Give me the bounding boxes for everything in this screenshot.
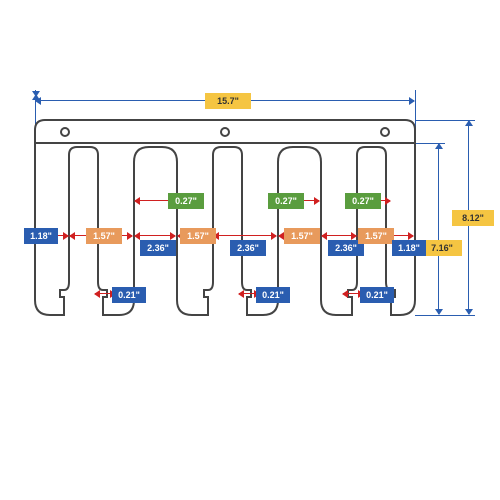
dim-sb-1: 0.21": [256, 287, 290, 303]
dim-st-1: 0.27": [268, 193, 304, 209]
arr-h-5: [214, 235, 276, 236]
dim-sn-2: 1.57": [284, 228, 320, 244]
arr-h-7: [322, 235, 356, 236]
dim-sn-1: 1.57": [180, 228, 216, 244]
dim-st-0: 0.27": [168, 193, 204, 209]
dim-left-edge: 1.18": [24, 228, 58, 244]
dim-sb-0: 0.21": [112, 287, 146, 303]
drawing-stage: .arrow-h[data-name="arrow-overall-width"…: [0, 0, 500, 500]
dim-sw-0: 2.36": [140, 240, 176, 256]
dim-sw-1: 2.36": [230, 240, 266, 256]
dim-right-edge: 1.18": [392, 240, 426, 256]
arr-h-3: [135, 235, 175, 236]
dim-st-2: 0.27": [345, 193, 381, 209]
dim-sb-2: 0.21": [360, 287, 394, 303]
dim-sn-3: 1.57": [358, 228, 394, 244]
dim-sn-0: 1.57": [86, 228, 122, 244]
